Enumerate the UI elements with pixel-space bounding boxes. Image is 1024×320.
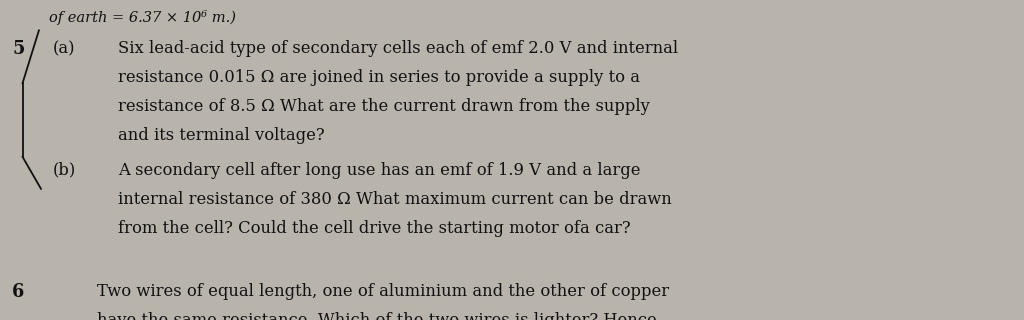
Text: internal resistance of 380 Ω What maximum current can be drawn: internal resistance of 380 Ω What maximu…	[118, 191, 672, 208]
Text: have the same resistance. Which of the two wires is lighter? Hence: have the same resistance. Which of the t…	[97, 312, 657, 320]
Text: and its terminal voltage?: and its terminal voltage?	[118, 127, 325, 144]
Text: (a): (a)	[53, 40, 76, 57]
Text: 6: 6	[12, 283, 25, 301]
Text: from the cell? Could the cell drive the starting motor of​a car?: from the cell? Could the cell drive the …	[118, 220, 631, 237]
Text: A secondary cell after long use has an emf of 1.9 V and a large: A secondary cell after long use has an e…	[118, 162, 640, 179]
Text: Two wires of equal length, one of aluminium and the other of copper: Two wires of equal length, one of alumin…	[97, 283, 670, 300]
Text: (b): (b)	[53, 162, 77, 179]
Text: resistance of 8.5 Ω What are the current drawn from the supply: resistance of 8.5 Ω What are the current…	[118, 98, 649, 115]
Text: 5: 5	[12, 40, 25, 58]
Text: resistance 0.015 Ω are joined in series to provide a supply to a: resistance 0.015 Ω are joined in series …	[118, 69, 640, 86]
Text: of earth = 6.37 × 10⁶ m.): of earth = 6.37 × 10⁶ m.)	[49, 10, 237, 25]
Text: Six lead-acid type of secondary cells each of emf 2.0 V and internal: Six lead-acid type of secondary cells ea…	[118, 40, 678, 57]
